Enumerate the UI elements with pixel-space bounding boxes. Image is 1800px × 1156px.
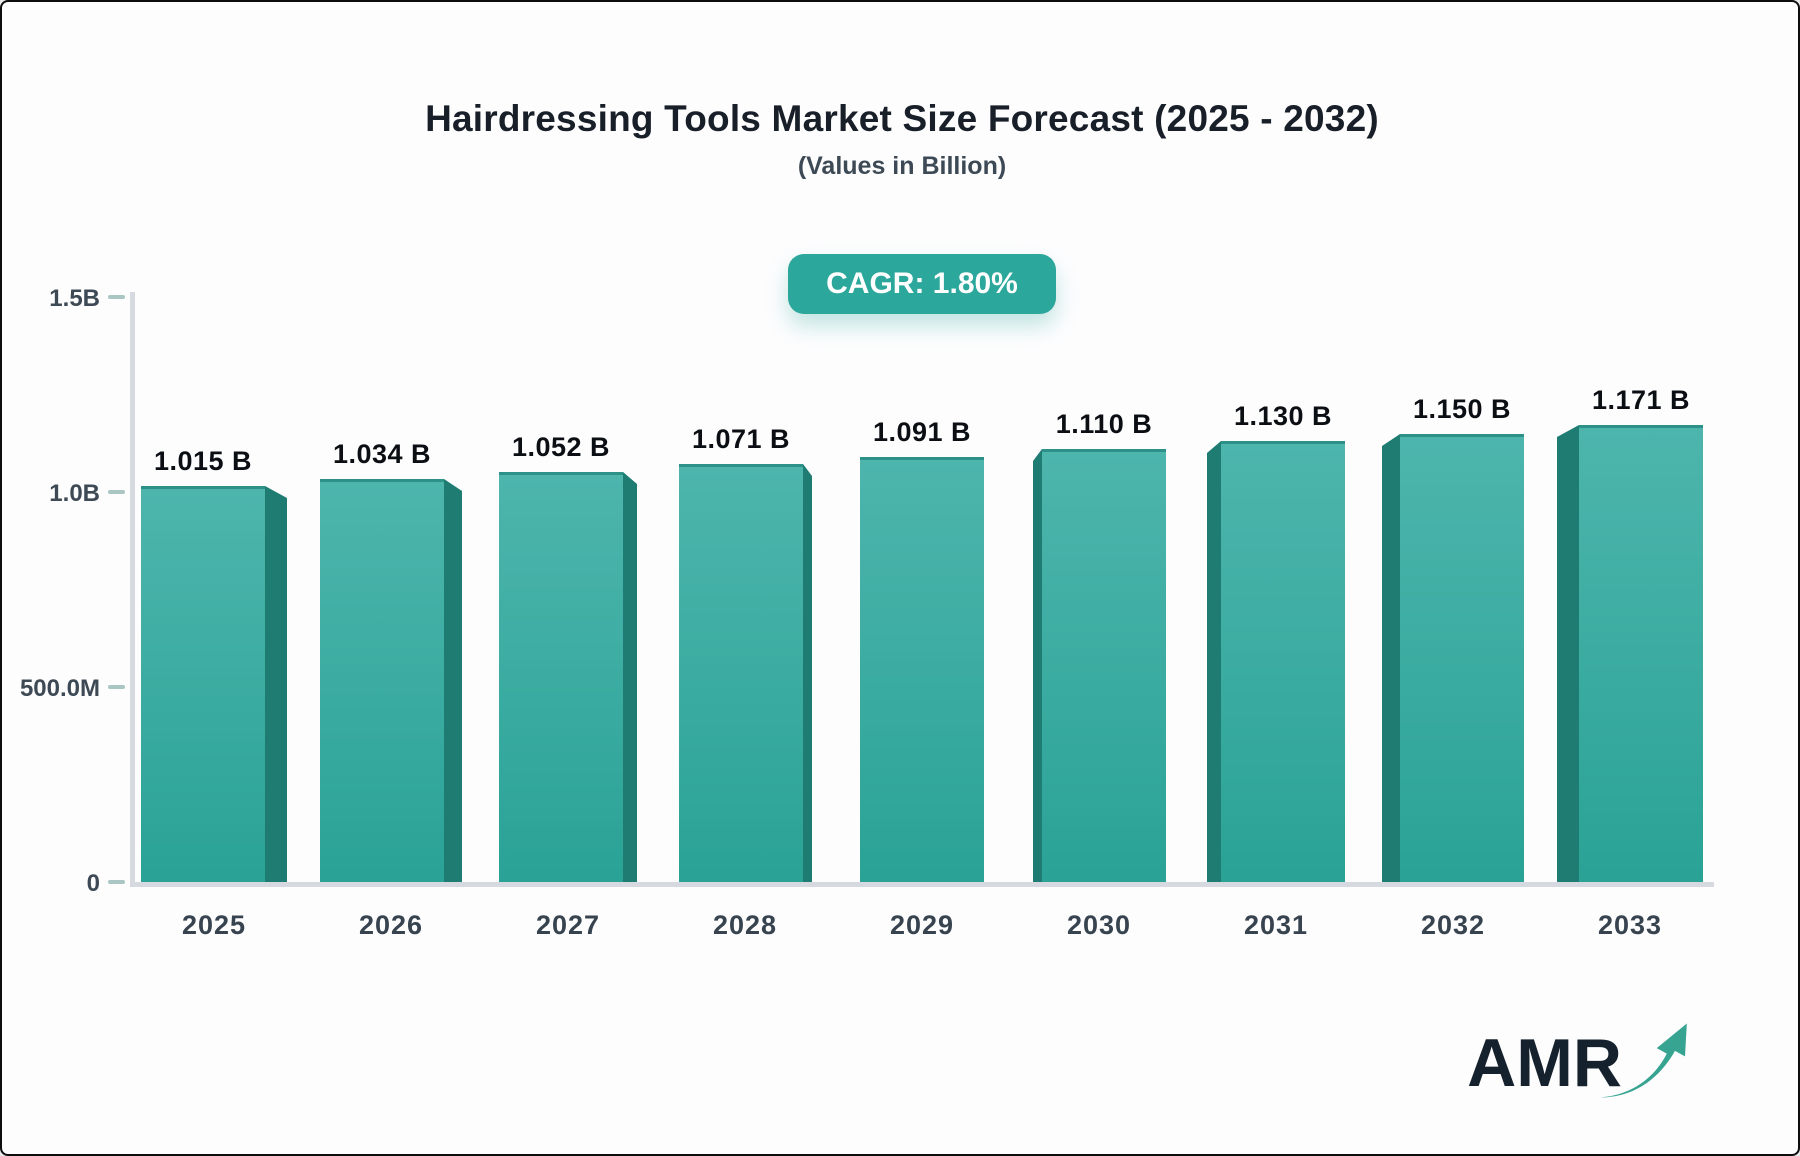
- bar-value-label: 1.052 B: [511, 432, 611, 462]
- y-tick-mark: [108, 685, 125, 689]
- y-axis-line: [130, 292, 135, 886]
- x-tick-label-2027: 2027: [535, 910, 601, 940]
- bar-3d-side: [1382, 434, 1400, 882]
- bar-2027: 1.052 B: [499, 432, 637, 882]
- y-tick-mark: [108, 880, 125, 884]
- growth-arrow-icon: [1600, 1023, 1687, 1098]
- y-tick-label-1-0b: 1.0B: [49, 480, 100, 507]
- bar-3d-side: [1207, 441, 1221, 882]
- bar-value-label: 1.091 B: [872, 417, 972, 447]
- bar-face: [320, 479, 444, 882]
- chart-title: Hairdressing Tools Market Size Forecast …: [425, 98, 1379, 139]
- x-axis-line: [130, 882, 1714, 887]
- bar-2031: 1.130 B: [1207, 401, 1345, 882]
- bar-3d-side: [803, 464, 812, 882]
- bar-2026: 1.034 B: [320, 439, 462, 882]
- bar-face: [1400, 434, 1524, 882]
- bar-face: [1042, 449, 1166, 882]
- x-tick-label-2033: 2033: [1597, 910, 1663, 940]
- chart-subtitle: (Values in Billion): [797, 152, 1007, 180]
- bar-face: [679, 464, 803, 882]
- x-tick-label-2031: 2031: [1243, 910, 1309, 940]
- bar-face: [860, 457, 984, 882]
- bar-3d-side: [1033, 449, 1042, 882]
- x-tick-label-2026: 2026: [358, 910, 424, 940]
- bar-value-label: 1.015 B: [153, 446, 253, 476]
- x-tick-label-2030: 2030: [1066, 910, 1132, 940]
- cagr-badge: CAGR: 1.80%: [788, 254, 1056, 314]
- bar-2029: 1.091 B: [860, 417, 984, 882]
- x-tick-label-2029: 2029: [889, 910, 955, 940]
- bar-face: [1579, 425, 1703, 882]
- bar-value-label: 1.071 B: [691, 424, 791, 454]
- bar-2025: 1.015 B: [141, 446, 287, 882]
- bar-face: [499, 472, 623, 882]
- bar-2032: 1.150 B: [1382, 394, 1524, 882]
- bar-3d-side: [1557, 425, 1579, 882]
- bar-value-label: 1.034 B: [332, 439, 432, 469]
- bar-2028: 1.071 B: [679, 424, 812, 882]
- bar-value-label: 1.171 B: [1591, 385, 1691, 415]
- x-tick-label-2025: 2025: [181, 910, 247, 940]
- bar-2030: 1.110 B: [1033, 409, 1166, 882]
- bar-3d-side: [265, 486, 287, 882]
- y-tick-label-1-5b: 1.5B: [49, 285, 100, 312]
- bar-face: [1221, 441, 1345, 882]
- cagr-badge-wrap: CAGR: 1.80%: [2, 254, 1798, 314]
- y-tick-label-500m: 500.0M: [19, 675, 100, 702]
- bar-3d-side: [444, 479, 462, 882]
- x-tick-label-2028: 2028: [712, 910, 778, 940]
- bar-2033: 1.171 B: [1557, 385, 1703, 882]
- y-tick-label-0: 0: [86, 870, 100, 897]
- brand-logo-text: AMR: [1467, 1025, 1622, 1101]
- x-tick-label-2032: 2032: [1420, 910, 1486, 940]
- bar-3d-side: [623, 472, 637, 882]
- brand-logo: AMR: [1467, 1023, 1690, 1102]
- bar-value-label: 1.130 B: [1233, 401, 1333, 431]
- bar-value-label: 1.110 B: [1055, 409, 1153, 439]
- y-tick-mark: [108, 295, 125, 299]
- y-tick-mark: [108, 490, 125, 494]
- bar-face: [141, 486, 265, 882]
- bar-value-label: 1.150 B: [1412, 394, 1512, 424]
